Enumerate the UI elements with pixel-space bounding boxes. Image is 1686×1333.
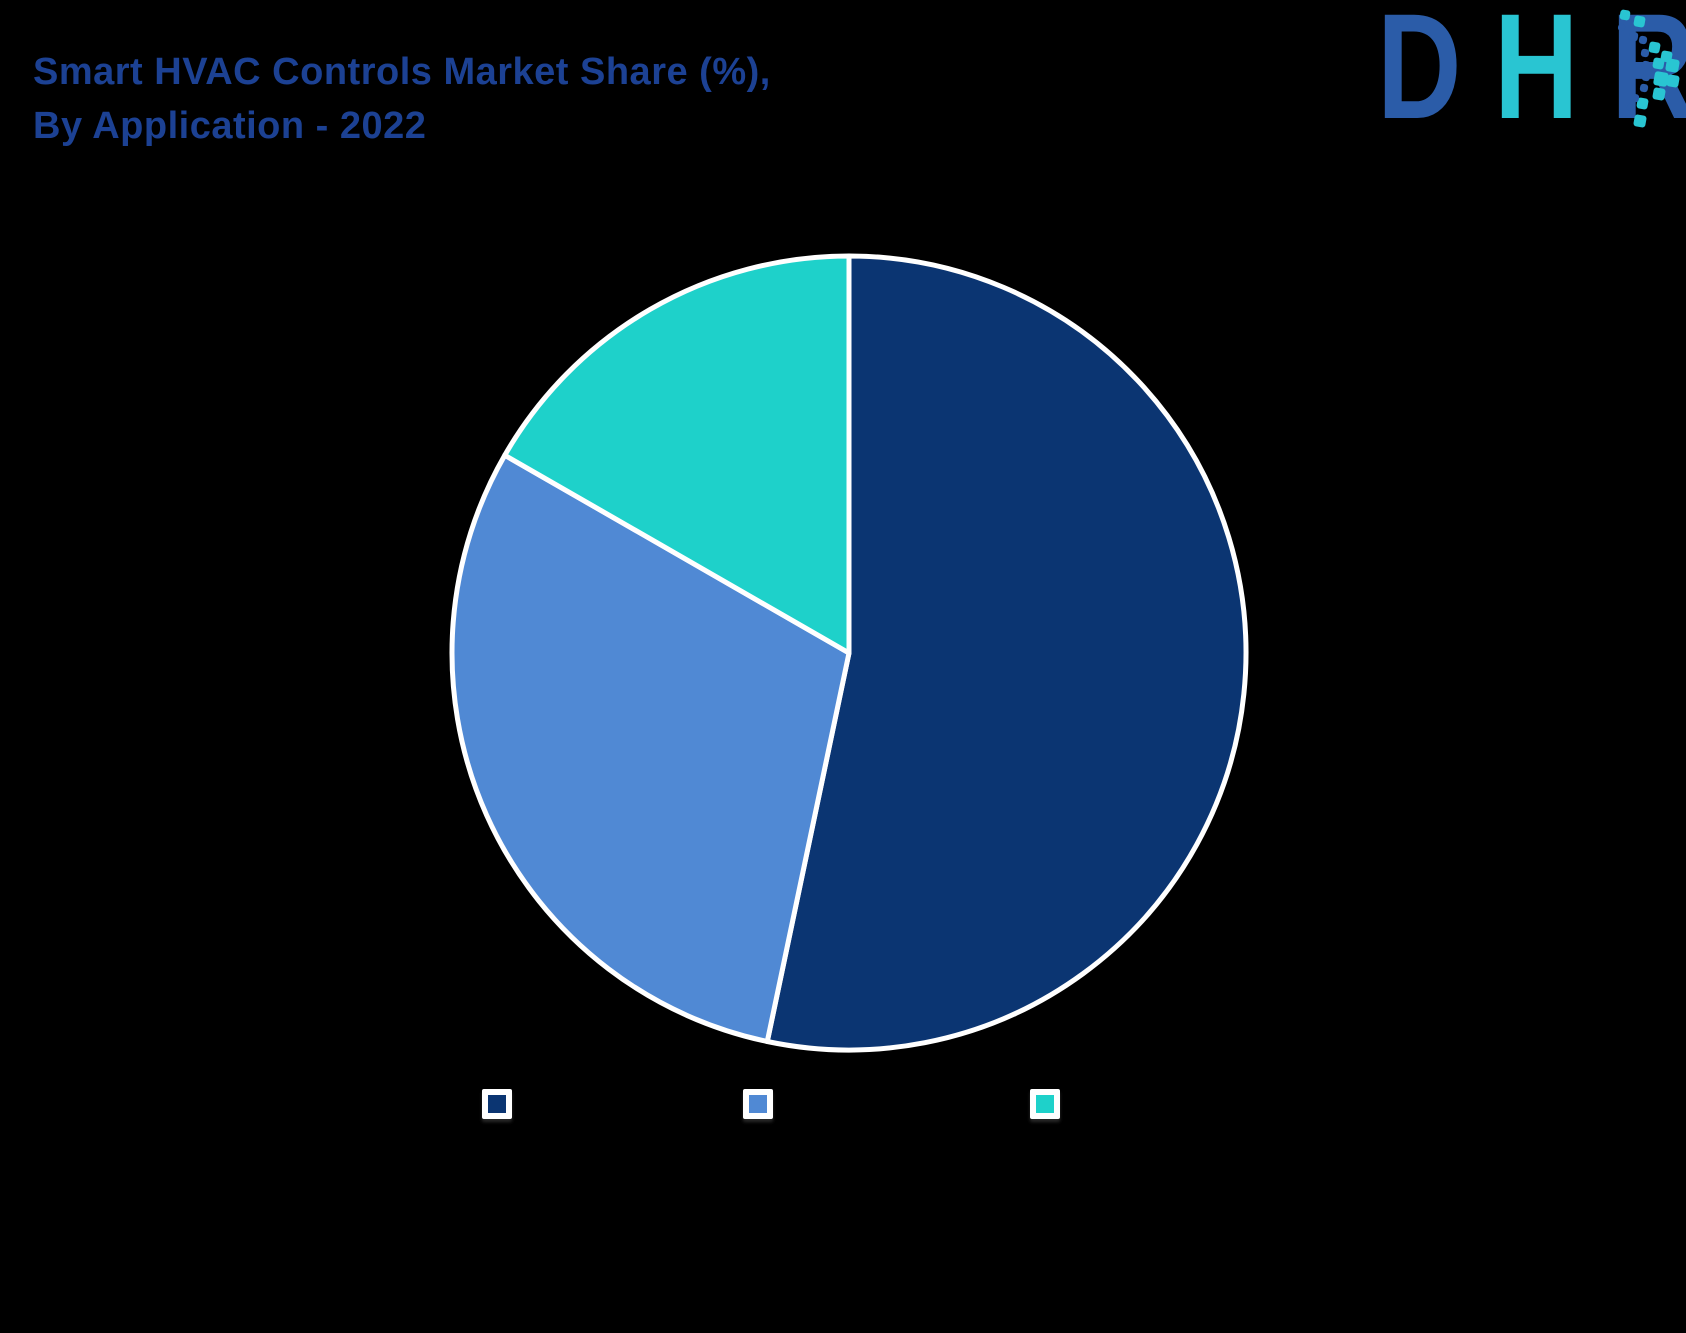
logo-dot [1641,60,1651,70]
logo-dot [1628,31,1639,42]
logo-dot [1619,9,1631,21]
pie-slice [502,253,852,656]
logo-dot [1633,114,1647,128]
legend-item [1030,1089,1224,1119]
logo-letter-d: D [1377,0,1462,150]
logo-dot [1633,15,1646,28]
logo-dot [1639,83,1649,93]
legend-swatch-color [1036,1095,1054,1113]
logo-dot [1652,57,1665,70]
pie-slice [449,452,852,1044]
logo-dot [1626,103,1635,112]
legend-item [743,1089,937,1119]
legend [0,1089,1686,1131]
logo-letter-h: H [1494,0,1579,150]
logo-dot [1638,35,1648,45]
logo-dot [1641,72,1651,82]
title-line-2: By Application - 2022 [33,105,427,148]
legend-swatch [1030,1089,1060,1119]
legend-swatch [482,1089,512,1119]
logo-dot [1652,87,1666,101]
logo-dot [1617,23,1626,32]
legend-swatch-color [488,1095,506,1113]
title-line-1: Smart HVAC Controls Market Share (%), [33,51,771,94]
logo-dot [1664,57,1681,74]
logo-dot [1666,74,1680,88]
logo-dot [1640,48,1650,58]
dhr-logo: D H R [1377,0,1686,145]
pie-slice [764,253,1249,1053]
logo-dots-icon [1377,5,1686,145]
legend-item [482,1089,676,1119]
logo-dot [1648,41,1661,54]
legend-swatch [743,1089,773,1119]
page-title: Smart HVAC Controls Market Share (%), By… [33,45,771,153]
legend-swatch-color [749,1095,767,1113]
pie-chart [449,253,1249,1053]
